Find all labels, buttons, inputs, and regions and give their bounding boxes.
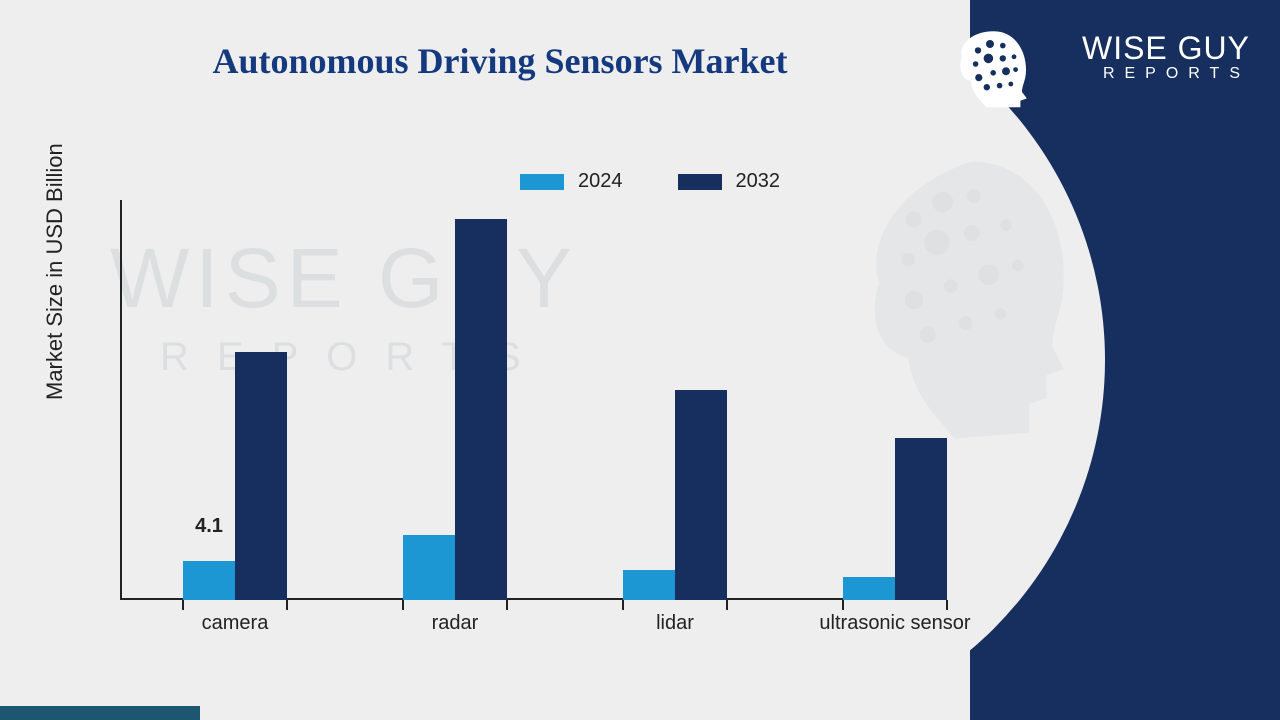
legend-swatch (678, 174, 722, 190)
legend-label: 2024 (578, 170, 623, 193)
bar (455, 219, 507, 600)
chart-legend: 2024 2032 (520, 170, 780, 193)
y-axis-line (120, 200, 122, 600)
x-axis-category-label: lidar (585, 612, 765, 635)
x-axis-category-label: radar (365, 612, 545, 635)
x-axis-tick (286, 600, 288, 610)
x-axis-tick (842, 600, 844, 610)
legend-label: 2032 (736, 170, 781, 193)
bar (895, 438, 947, 600)
y-axis-label: Market Size in USD Billion (42, 143, 68, 400)
chart-plot-area: cameraradarlidarultrasonic sensor4.1 (120, 200, 940, 600)
bar (623, 570, 675, 600)
x-axis-tick (726, 600, 728, 610)
logo-line1: WISE GUY (1082, 30, 1250, 67)
x-axis-category-label: camera (145, 612, 325, 635)
chart-stage: WISE GUY REPORTS Autonomous Driving Sens… (0, 0, 1280, 720)
x-axis-category-label: ultrasonic sensor (805, 612, 985, 635)
logo-line2: REPORTS (1082, 65, 1250, 83)
x-axis-tick (946, 600, 948, 610)
chart-title: Autonomous Driving Sensors Market (60, 40, 940, 82)
accent-bar (0, 706, 200, 720)
bar-value-label: 4.1 (195, 515, 223, 538)
logo-text: WISE GUY REPORTS (1082, 30, 1250, 83)
bar (675, 390, 727, 600)
bar (843, 577, 895, 600)
x-axis-tick (506, 600, 508, 610)
bar (235, 352, 287, 600)
legend-item: 2032 (678, 170, 781, 193)
legend-item: 2024 (520, 170, 623, 193)
x-axis-tick (402, 600, 404, 610)
bar (403, 535, 455, 600)
legend-swatch (520, 174, 564, 190)
x-axis-tick (182, 600, 184, 610)
logo-head-icon (950, 28, 1030, 108)
bar (183, 561, 235, 600)
x-axis-tick (622, 600, 624, 610)
